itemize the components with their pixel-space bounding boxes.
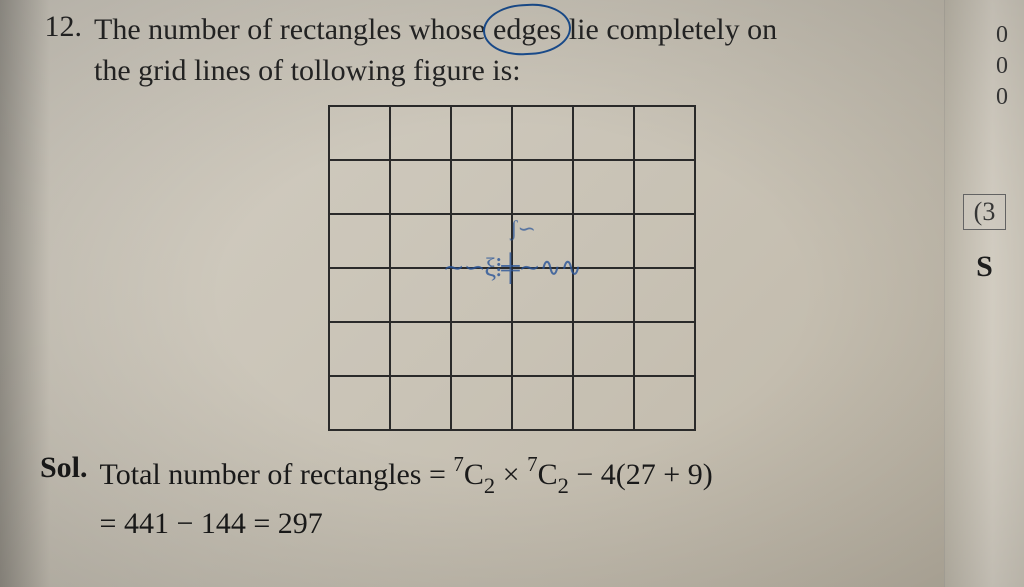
formula-sub2: 2 [558,473,569,498]
formula-sub1: 2 [484,473,495,498]
circled-word: edges [493,10,561,51]
side-letter: S [976,250,993,284]
solution-block: Sol. Total number of rectangles = 7C2 × … [40,451,984,546]
solution-text: Total number of rectangles = 7C2 × 7C2 −… [100,451,713,546]
side-box: (3 [963,194,1007,230]
formula-base1: C [464,458,484,491]
side-value-1: 0 [955,20,1014,51]
solution-label: Sol. [40,451,88,485]
formula-sup1: 7 [453,452,464,476]
question-block: 12. The number of rectangles whose edges… [40,10,984,91]
pen-scribble-center: ∼∽ξ⁞╪∼∿∿ [443,253,581,283]
formula-sup2: 7 [527,452,538,476]
grid-figure: ∼∽ξ⁞╪∼∿∿ ʃ∽ [40,105,984,431]
side-value-2: 0 [955,51,1014,82]
side-value-3: 0 [955,82,1014,113]
question-number: 12. [40,10,82,44]
formula-base2: C [538,458,558,491]
pen-scribble-upper: ʃ∽ [510,216,536,242]
side-crop-panel: 0 0 0 (3 S [944,0,1024,587]
question-line1-pre: The number of rectangles whose [94,13,493,46]
solution-line1-prefix: Total number of rectangles = [100,458,454,491]
question-line2: the grid lines of tollowing figure is: [94,54,521,87]
question-line1-post: lie completely on [561,13,777,46]
solution-line2: = 441 − 144 = 297 [100,507,323,540]
formula-op2: − 4(27 + 9) [569,458,713,491]
formula-op1: × [495,458,527,491]
question-text: The number of rectangles whose edges lie… [94,10,777,91]
